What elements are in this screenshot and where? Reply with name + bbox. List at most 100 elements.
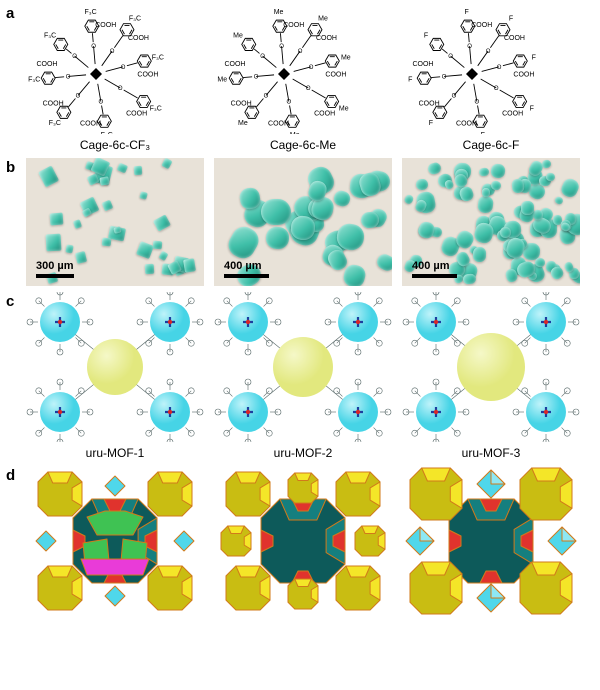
svg-text:F₃C: F₃C xyxy=(49,120,61,127)
struct-cell-2: uru-MOF-3 xyxy=(402,292,580,460)
chem-cell-2: OFCOOHOFCOOHOFCOOHOFCOOHOFCOOHOFCOOHOFCO… xyxy=(402,4,580,152)
svg-text:O: O xyxy=(448,54,453,60)
crystal-structure-2 xyxy=(402,292,580,442)
tiling-1 xyxy=(214,466,392,616)
svg-text:COOH: COOH xyxy=(502,111,523,118)
svg-text:O: O xyxy=(452,93,457,99)
svg-text:Me: Me xyxy=(290,132,300,134)
svg-text:O: O xyxy=(254,74,259,80)
svg-text:F₃C: F₃C xyxy=(101,132,113,134)
crystal-structure-1 xyxy=(214,292,392,442)
svg-text:F: F xyxy=(509,15,513,22)
svg-text:COOH: COOH xyxy=(316,35,337,42)
svg-text:COOH: COOH xyxy=(456,121,477,128)
svg-text:F₃C: F₃C xyxy=(44,32,56,39)
svg-text:COOH: COOH xyxy=(231,100,252,107)
svg-text:COOH: COOH xyxy=(419,100,440,107)
row-b-cells: 300 µm 400 µm 400 µm xyxy=(26,158,594,286)
micrograph-1: 400 µm xyxy=(214,158,392,286)
svg-text:COOH: COOH xyxy=(36,61,57,68)
svg-text:O: O xyxy=(264,93,269,99)
svg-text:F: F xyxy=(408,76,412,83)
chem-structure-0: OF₃CCOOHOF₃CCOOHOF₃CCOOHOF₃CCOOHOF₃CCOOH… xyxy=(26,4,204,134)
svg-text:O: O xyxy=(306,86,311,92)
row-c: c uru-MOF-1 uru-MOF-2 uru-MOF-3 xyxy=(6,292,594,460)
svg-text:COOH: COOH xyxy=(325,72,346,79)
row-d-cells xyxy=(26,466,594,616)
panel-label-c: c xyxy=(6,292,26,309)
svg-text:F: F xyxy=(532,54,536,61)
svg-text:COOH: COOH xyxy=(224,61,245,68)
chem-structure-1: O Me COOH O Me COOH O Me COOH O Me COOH O Me COOH O Me CO… xyxy=(214,4,392,134)
svg-text:COOH: COOH xyxy=(128,35,149,42)
row-d: d xyxy=(6,466,594,616)
svg-text:F₃C: F₃C xyxy=(28,76,40,83)
panel-label-a: a xyxy=(6,4,26,21)
svg-text:O: O xyxy=(298,49,303,55)
chem-cell-0: OF₃CCOOHOF₃CCOOHOF₃CCOOHOF₃CCOOHOF₃CCOOH… xyxy=(26,4,204,152)
row-a: a OF₃CCOOHOF₃CCOOHOF₃CCOOHOF₃CCOOHOF₃CCO… xyxy=(6,4,594,152)
svg-text:O: O xyxy=(91,44,96,50)
scale-line-0 xyxy=(36,274,74,278)
svg-text:O: O xyxy=(76,93,81,99)
row-c-cells: uru-MOF-1 uru-MOF-2 uru-MOF-3 xyxy=(26,292,594,460)
svg-text:O: O xyxy=(279,44,284,50)
svg-text:Me: Me xyxy=(339,106,349,113)
svg-text:F: F xyxy=(429,120,433,127)
panel-label-b: b xyxy=(6,158,26,175)
scale-text-0: 300 µm xyxy=(36,260,74,272)
svg-text:F: F xyxy=(481,132,485,134)
row-a-cells: OF₃CCOOHOF₃CCOOHOF₃CCOOHOF₃CCOOHOF₃CCOOH… xyxy=(26,4,594,152)
svg-text:COOH: COOH xyxy=(126,111,147,118)
chem-cell-1: O Me COOH O Me COOH O Me COOH O Me COOH O Me COOH O Me CO… xyxy=(214,4,392,152)
svg-text:F₃C: F₃C xyxy=(152,54,164,61)
svg-text:Me: Me xyxy=(341,54,351,61)
svg-text:Me: Me xyxy=(217,76,227,83)
scale-line-2 xyxy=(412,274,457,278)
scale-bar-0: 300 µm xyxy=(36,260,74,278)
svg-text:COOH: COOH xyxy=(137,72,158,79)
svg-text:F: F xyxy=(464,9,468,16)
svg-text:F₃C: F₃C xyxy=(85,9,97,16)
svg-text:F₃C: F₃C xyxy=(150,106,162,113)
svg-text:COOH: COOH xyxy=(314,111,335,118)
svg-text:COOH: COOH xyxy=(283,22,304,29)
chem-caption-2: Cage-6c-F xyxy=(463,138,520,152)
micro-cell-2: 400 µm xyxy=(402,158,580,286)
svg-text:COOH: COOH xyxy=(471,22,492,29)
struct-caption-2: uru-MOF-3 xyxy=(462,446,521,460)
svg-text:O: O xyxy=(72,54,77,60)
svg-text:COOH: COOH xyxy=(504,35,525,42)
svg-text:COOH: COOH xyxy=(513,72,534,79)
tiling-2 xyxy=(402,466,580,616)
chem-caption-0: Cage-6c-CF₃ xyxy=(80,138,150,152)
svg-text:O: O xyxy=(497,65,502,71)
svg-text:O: O xyxy=(66,74,71,80)
svg-text:O: O xyxy=(442,74,447,80)
svg-text:COOH: COOH xyxy=(80,121,101,128)
svg-text:O: O xyxy=(118,86,123,92)
svg-text:O: O xyxy=(287,100,292,106)
svg-text:O: O xyxy=(494,86,499,92)
tile-cell-0 xyxy=(26,466,204,616)
svg-text:Me: Me xyxy=(274,9,284,16)
micrograph-0: 300 µm xyxy=(26,158,204,286)
svg-text:F: F xyxy=(530,106,534,113)
svg-text:O: O xyxy=(110,49,115,55)
svg-text:O: O xyxy=(486,49,491,55)
svg-text:COOH: COOH xyxy=(95,22,116,29)
tile-cell-1 xyxy=(214,466,392,616)
panel-label-d: d xyxy=(6,466,26,483)
crystal-structure-0 xyxy=(26,292,204,442)
svg-text:F: F xyxy=(424,32,428,39)
svg-text:Me: Me xyxy=(318,15,328,22)
svg-text:O: O xyxy=(475,100,480,106)
svg-text:F₃C: F₃C xyxy=(129,15,141,22)
micro-cell-1: 400 µm xyxy=(214,158,392,286)
scale-text-2: 400 µm xyxy=(412,260,457,272)
scale-text-1: 400 µm xyxy=(224,260,269,272)
svg-text:O: O xyxy=(121,65,126,71)
tiling-0 xyxy=(26,466,204,616)
micrograph-2: 400 µm xyxy=(402,158,580,286)
svg-text:COOH: COOH xyxy=(412,61,433,68)
